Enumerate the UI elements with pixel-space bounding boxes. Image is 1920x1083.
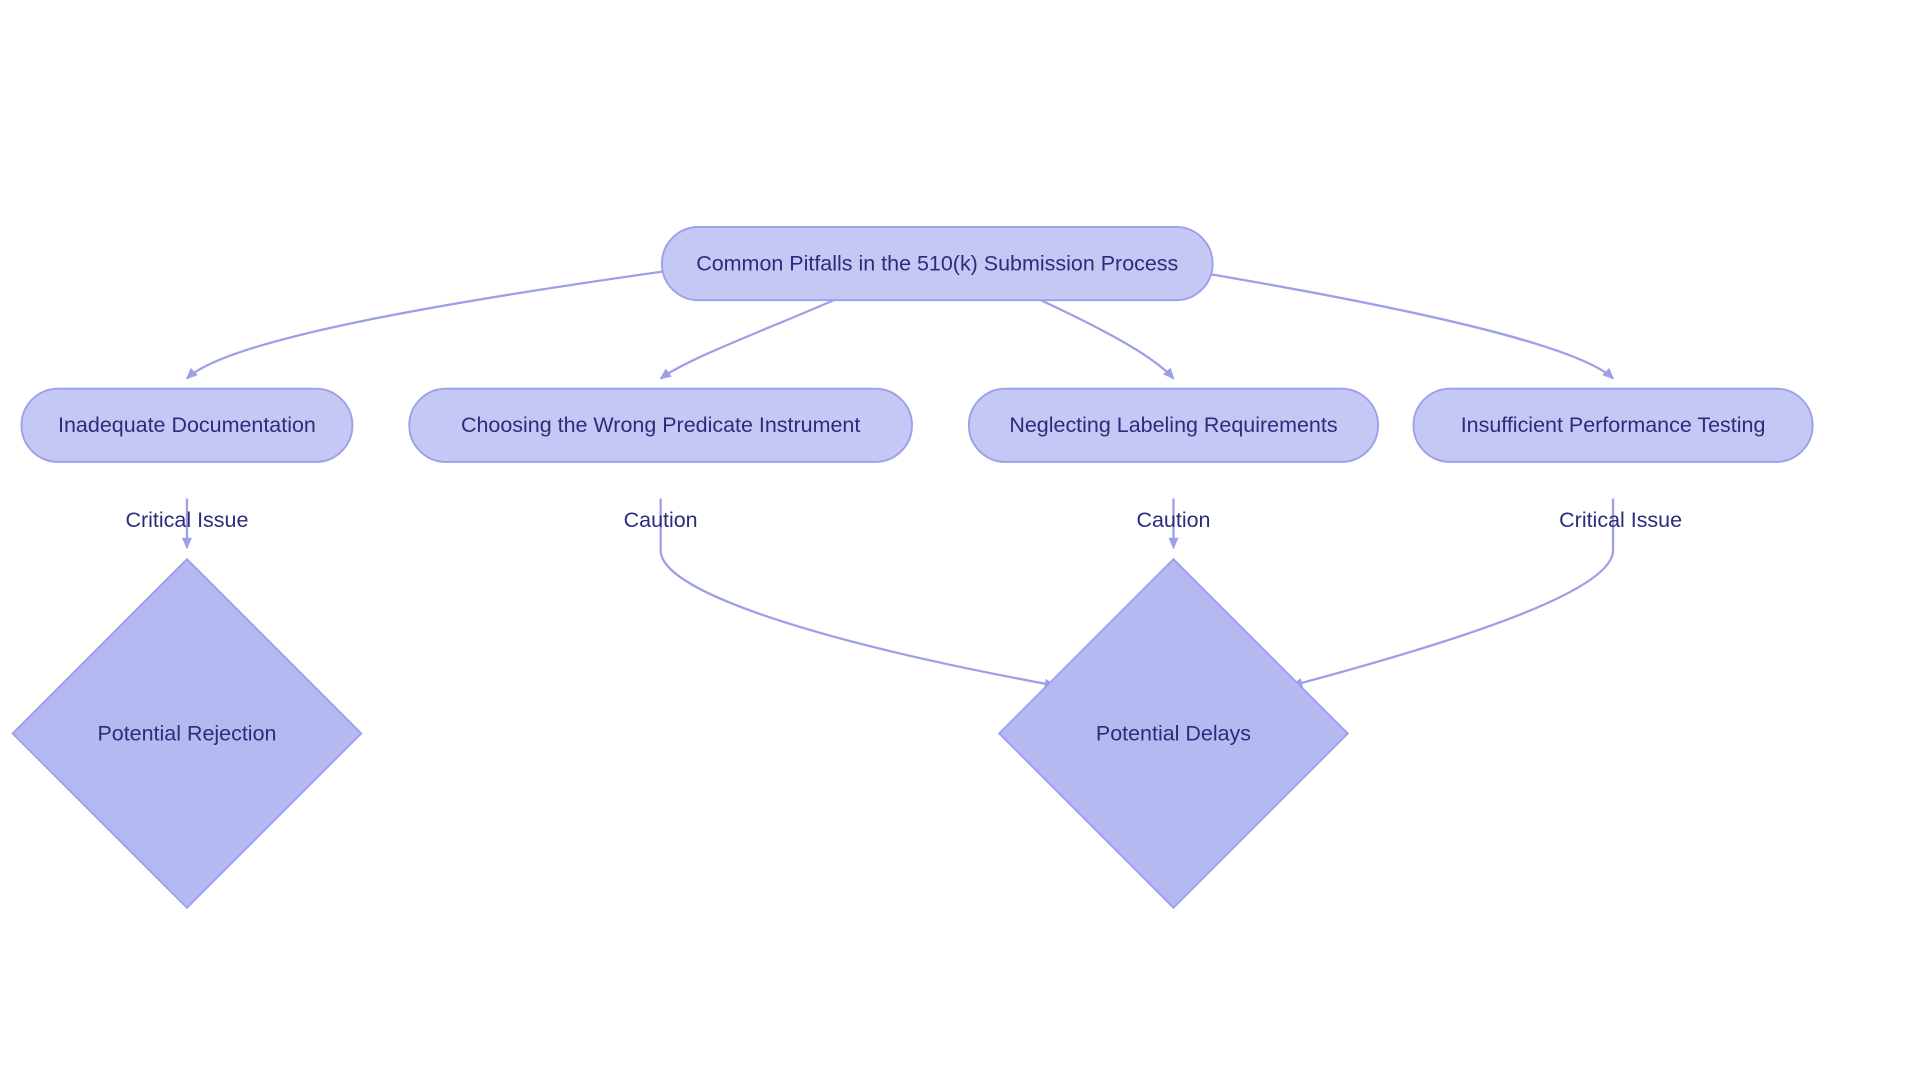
edge-label-critical-issue-1: Critical Issue: [126, 508, 249, 532]
edge-root-doc: [187, 264, 720, 379]
edge-root-testing: [1162, 266, 1613, 378]
edge-predicate-delays: [661, 499, 1055, 686]
node-insufficient-testing: Insufficient Performance Testing: [1413, 389, 1812, 462]
node-inadequate-documentation: Inadequate Documentation: [21, 389, 352, 462]
edge-root-predicate: [661, 300, 834, 378]
node-root-label: Common Pitfalls in the 510(k) Submission…: [696, 252, 1178, 276]
edge-label-caution-2: Caution: [1136, 508, 1210, 532]
node-labeling-label: Neglecting Labeling Requirements: [1009, 413, 1337, 437]
node-potential-delays: Potential Delays: [999, 559, 1348, 908]
node-root: Common Pitfalls in the 510(k) Submission…: [662, 227, 1213, 300]
node-predicate-label: Choosing the Wrong Predicate Instrument: [461, 413, 860, 437]
node-wrong-predicate: Choosing the Wrong Predicate Instrument: [409, 389, 912, 462]
node-neglecting-labeling: Neglecting Labeling Requirements: [969, 389, 1378, 462]
node-potential-rejection: Potential Rejection: [13, 559, 362, 908]
nodes-group: Common Pitfalls in the 510(k) Submission…: [13, 227, 1813, 908]
edge-label-caution-1: Caution: [624, 508, 698, 532]
node-delays-label: Potential Delays: [1096, 721, 1251, 745]
edges-group: Critical Issue Caution Caution Critical …: [126, 264, 1683, 686]
edge-label-critical-issue-2: Critical Issue: [1559, 508, 1682, 532]
node-testing-label: Insufficient Performance Testing: [1461, 413, 1766, 437]
node-rejection-label: Potential Rejection: [97, 721, 276, 745]
edge-root-labeling: [1041, 300, 1174, 378]
flowchart-diagram: Critical Issue Caution Caution Critical …: [0, 0, 1920, 1083]
node-doc-label: Inadequate Documentation: [58, 413, 316, 437]
